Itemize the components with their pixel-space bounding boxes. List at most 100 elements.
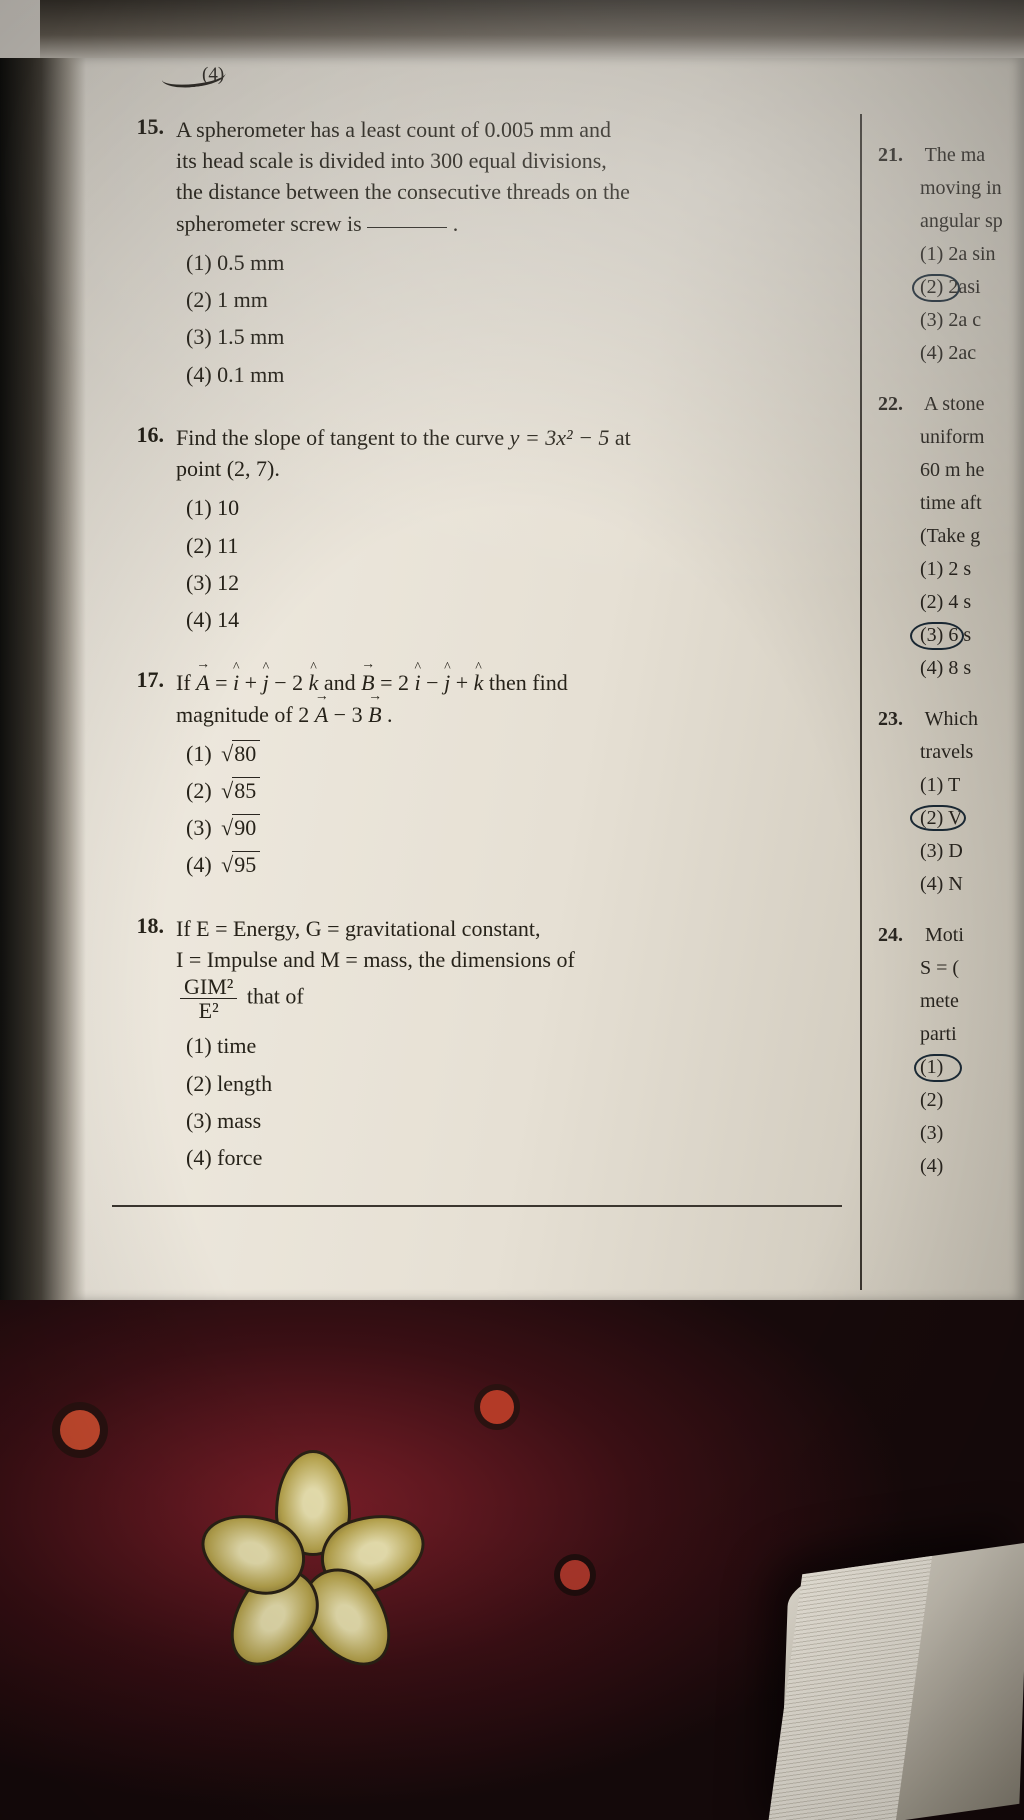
qnum-24: 24. bbox=[878, 924, 920, 947]
q17-vec-A2: A bbox=[315, 699, 328, 730]
q21-f1: The ma bbox=[925, 144, 986, 166]
q17-Aeq: = bbox=[215, 670, 233, 695]
q18-opt-2: (2) length bbox=[186, 1068, 842, 1099]
q18-l2: I = Impulse and M = mass, the dimensions… bbox=[176, 947, 575, 972]
q16-l1b: at bbox=[615, 425, 631, 450]
fabric-dot bbox=[60, 1410, 100, 1450]
q15-opt-4: (4) 0.1 mm bbox=[186, 359, 842, 390]
q17-opt-3: (3) 90 bbox=[186, 812, 842, 843]
previous-question-option: (4) bbox=[202, 64, 224, 86]
q23-o2: (2) V bbox=[920, 807, 962, 829]
qbody-17: If A = i + j − 2 k and B = 2 i − bbox=[176, 667, 842, 886]
q17-khat2: k bbox=[474, 667, 484, 698]
q21-o4: (4) 2ac bbox=[878, 342, 1024, 365]
q23-o3: (3) D bbox=[878, 840, 1024, 863]
q24-o3: (3) bbox=[878, 1122, 1024, 1145]
second-book-corner bbox=[780, 1542, 1024, 1820]
exam-page: (4) 15. A spherometer has a least count … bbox=[42, 58, 1024, 1300]
q17-A2: A bbox=[315, 702, 328, 727]
q16-options: (1) 10 (2) 11 (3) 12 (4) 14 bbox=[176, 492, 842, 635]
sqrt-icon: 90 bbox=[217, 812, 260, 843]
q22-line: 22. A stone bbox=[878, 393, 1024, 416]
q22-o2: (2) 4 s bbox=[878, 591, 1024, 614]
q17-o1r: 80 bbox=[232, 740, 260, 766]
q24-o4: (4) bbox=[878, 1155, 1024, 1178]
q18-options: (1) time (2) length (3) mass (4) force bbox=[176, 1030, 842, 1173]
q21-f2: moving in bbox=[878, 177, 1024, 200]
q23-o2-wrap: (2) V bbox=[878, 807, 1024, 830]
q15-line1: A spherometer has a least count of 0.005… bbox=[176, 117, 611, 142]
q18-frac-num: GIM² bbox=[180, 975, 237, 999]
q22-f1: A stone bbox=[924, 393, 985, 415]
q17-o2r: 85 bbox=[232, 777, 260, 803]
fabric-dot bbox=[560, 1560, 590, 1590]
q17-opt-2: (2) 85 bbox=[186, 775, 842, 806]
q16-eq: y = 3x² − 5 bbox=[510, 425, 610, 450]
q16-opt-1: (1) 10 bbox=[186, 492, 842, 523]
q24-f4: parti bbox=[878, 1023, 1024, 1046]
q17-o1p: (1) bbox=[186, 741, 217, 766]
q17-Ai: i bbox=[233, 670, 239, 695]
q15-line2: its head scale is divided into 300 equal… bbox=[176, 148, 607, 173]
q17-Bi: i bbox=[415, 670, 421, 695]
q23-o4: (4) N bbox=[878, 873, 1024, 896]
q17-l2pre: magnitude of 2 bbox=[176, 702, 309, 727]
q22-o4: (4) 8 s bbox=[878, 657, 1024, 680]
q24-f2: S = ( bbox=[878, 957, 1024, 980]
q24-f1: Moti bbox=[925, 924, 964, 946]
q22-f2: uniform bbox=[878, 426, 1024, 449]
q24-o1: (1) bbox=[920, 1056, 943, 1078]
q17-ihat2: i bbox=[415, 667, 421, 698]
q18-opt-1: (1) time bbox=[186, 1030, 842, 1061]
q21-line: 21. The ma bbox=[878, 144, 1024, 167]
q17-o4r: 95 bbox=[232, 851, 260, 877]
q23-line: 23. Which bbox=[878, 708, 1024, 731]
q24-f3: mete bbox=[878, 990, 1024, 1013]
q21-f3: angular sp bbox=[878, 210, 1024, 233]
photo-scene: (4) 15. A spherometer has a least count … bbox=[0, 0, 1024, 1820]
q17-jhat2: j bbox=[444, 667, 450, 698]
q17-B2: B bbox=[368, 702, 381, 727]
q16-l1a: Find the slope of tangent to the curve bbox=[176, 425, 510, 450]
qbody-18: If E = Energy, G = gravitational constan… bbox=[176, 913, 842, 1180]
q16-opt-3: (3) 12 bbox=[186, 567, 842, 598]
q16-opt-4: (4) 14 bbox=[186, 604, 842, 635]
q18-l3: that of bbox=[247, 984, 304, 1009]
q17-Beq: = 2 bbox=[380, 670, 409, 695]
q17-Aminus: − 2 bbox=[274, 670, 303, 695]
q17-l2dot: . bbox=[387, 702, 393, 727]
book-binding-shadow bbox=[40, 0, 1024, 60]
q24-o2: (2) bbox=[878, 1089, 1024, 1112]
question-15: 15. A spherometer has a least count of 0… bbox=[112, 114, 842, 396]
q15-blank bbox=[367, 227, 447, 228]
q23-f1: Which bbox=[925, 708, 978, 730]
q17-then: then find bbox=[489, 670, 568, 695]
q22-o3-wrap: (3) 6 s bbox=[878, 624, 1024, 647]
q18-opt-3: (3) mass bbox=[186, 1105, 842, 1136]
q15-opt-2: (2) 1 mm bbox=[186, 284, 842, 315]
q17-Bplus: + bbox=[456, 670, 474, 695]
q17-opt-4: (4) 95 bbox=[186, 849, 842, 880]
qnum-17: 17. bbox=[112, 667, 176, 886]
qbody-16: Find the slope of tangent to the curve y… bbox=[176, 422, 842, 641]
q17-o3r: 90 bbox=[232, 814, 260, 840]
q22-o3: (3) 6 s bbox=[920, 624, 971, 646]
qnum-18: 18. bbox=[112, 913, 176, 1180]
q17-options: (1) 80 (2) 85 (3) 90 bbox=[176, 738, 842, 881]
q17-Bminus: − bbox=[426, 670, 444, 695]
qbody-15: A spherometer has a least count of 0.005… bbox=[176, 114, 842, 396]
q17-o2p: (2) bbox=[186, 778, 217, 803]
qnum-21: 21. bbox=[878, 144, 920, 167]
table-fabric bbox=[0, 1300, 1024, 1820]
q16-opt-2: (2) 11 bbox=[186, 530, 842, 561]
question-16: 16. Find the slope of tangent to the cur… bbox=[112, 422, 842, 641]
sqrt-icon: 95 bbox=[217, 849, 260, 880]
qnum-16: 16. bbox=[112, 422, 176, 641]
sqrt-icon: 85 bbox=[217, 775, 260, 806]
q22-f5: (Take g bbox=[878, 525, 1024, 548]
qnum-22: 22. bbox=[878, 393, 920, 416]
q18-fraction: GIM² E² bbox=[180, 975, 237, 1022]
page-left-edge bbox=[0, 58, 42, 1300]
sqrt-icon: 80 bbox=[217, 738, 260, 769]
q17-l2minus: − 3 bbox=[334, 702, 363, 727]
